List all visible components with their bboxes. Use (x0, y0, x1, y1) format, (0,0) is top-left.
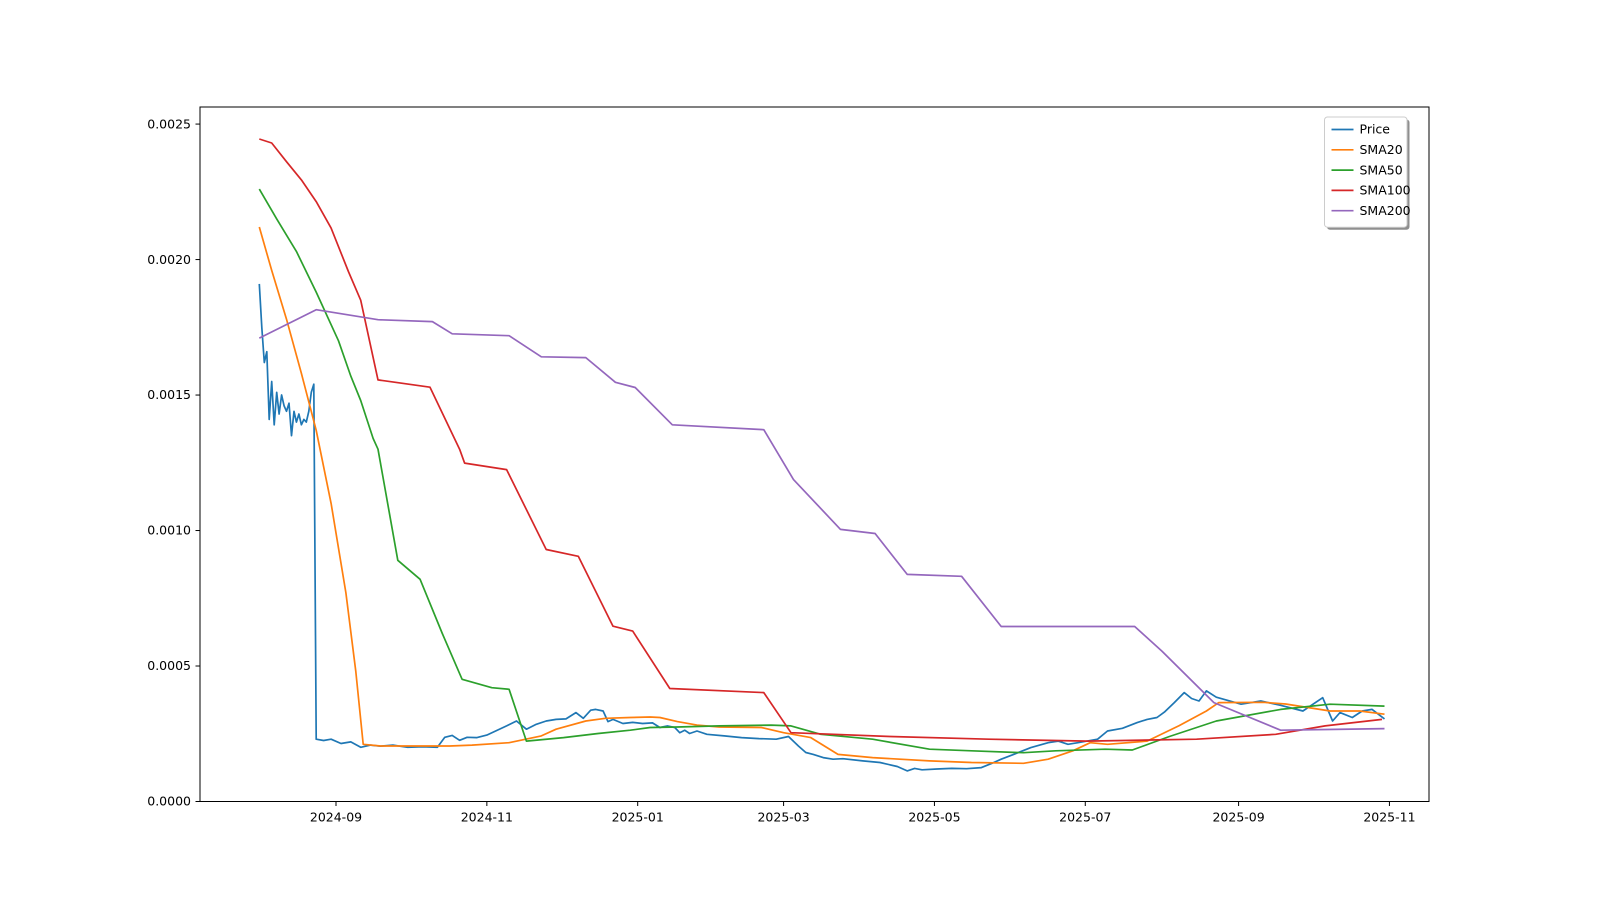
legend-label-sma100: SMA100 (1360, 183, 1411, 198)
series-line-sma50 (258, 188, 1385, 754)
y-tick-label: 0.0010 (147, 523, 191, 538)
x-tick-label: 2025-11 (1363, 810, 1415, 825)
y-tick-label: 0.0020 (147, 252, 191, 267)
x-axis: 2024-09 2024-11 2025-01 2025-03 2025-05 2025-… (310, 801, 1416, 825)
legend: Price SMA20 SMA50 SMA100 SMA200 (1324, 116, 1411, 230)
x-tick-label: 2024-09 (310, 810, 362, 825)
series-line-sma20 (258, 226, 1385, 765)
legend-label-sma20: SMA20 (1360, 142, 1403, 157)
x-tick-label: 2025-05 (908, 810, 960, 825)
y-axis: 0.0000 0.0005 0.0010 0.0015 0.0020 0.0025 (147, 116, 200, 809)
series-line-price (258, 283, 1386, 772)
x-tick-label: 2025-03 (757, 810, 809, 825)
x-tick-label: 2024-11 (461, 810, 513, 825)
y-tick-label: 0.0005 (147, 658, 191, 673)
y-tick-label: 0.0025 (147, 116, 191, 131)
legend-label-sma200: SMA200 (1360, 203, 1411, 218)
x-tick-label: 2025-09 (1212, 810, 1264, 825)
x-tick-label: 2025-01 (612, 810, 664, 825)
y-tick-label: 0.0015 (147, 387, 191, 402)
legend-label-price: Price (1360, 122, 1391, 137)
x-tick-label: 2025-07 (1059, 810, 1111, 825)
series-line-sma200 (258, 308, 1385, 732)
y-tick-label: 0.0000 (147, 794, 191, 809)
series-group (258, 138, 1386, 772)
plot-frame (199, 106, 1430, 802)
legend-box (1324, 116, 1408, 228)
series-line-sma100 (259, 138, 1383, 742)
legend-label-sma50: SMA50 (1360, 162, 1403, 177)
